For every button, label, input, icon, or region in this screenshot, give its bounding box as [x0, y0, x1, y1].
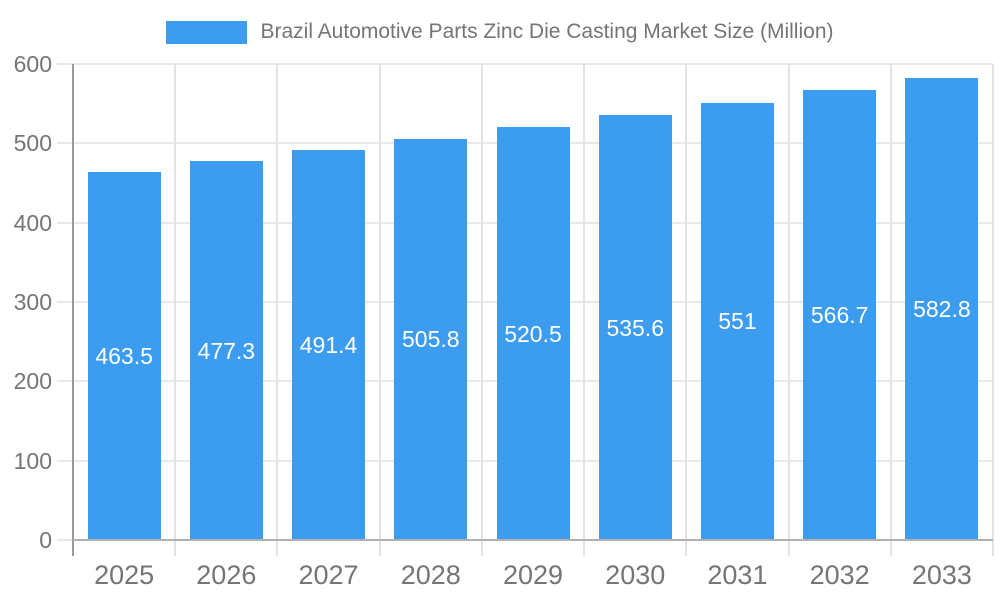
x-gridline	[685, 64, 688, 540]
x-axis-label: 2027	[298, 560, 359, 590]
bar[interactable]	[598, 115, 672, 540]
x-axis-line	[73, 539, 993, 541]
x-axis-label: 2026	[196, 560, 257, 590]
x-axis-label: 2030	[605, 560, 666, 590]
x-gridline	[992, 64, 994, 540]
x-tick	[480, 540, 483, 556]
y-tick	[57, 380, 73, 383]
x-tick	[378, 540, 381, 556]
bar-value-label: 551	[718, 308, 757, 335]
x-gridline	[787, 64, 790, 540]
y-axis-label: 100	[13, 447, 52, 474]
x-tick	[174, 540, 177, 556]
x-axis-label: 2025	[94, 560, 155, 590]
x-gridline	[583, 64, 586, 540]
x-gridline	[174, 64, 177, 540]
y-axis-label: 600	[13, 51, 52, 77]
bar-value-label: 463.5	[95, 343, 153, 370]
bar[interactable]	[700, 102, 774, 540]
y-tick	[57, 63, 73, 65]
x-gridline	[889, 64, 892, 540]
y-axis-label: 500	[13, 130, 52, 157]
x-axis-label: 2032	[809, 560, 870, 590]
bar[interactable]	[292, 150, 366, 540]
bar[interactable]	[189, 161, 263, 540]
x-tick	[583, 540, 586, 556]
bar-value-label: 491.4	[299, 332, 358, 359]
bar[interactable]	[87, 172, 161, 540]
y-gridline	[73, 63, 993, 65]
y-axis-label: 200	[13, 368, 52, 395]
bar[interactable]	[905, 77, 979, 540]
bar[interactable]	[496, 127, 570, 540]
x-gridline	[276, 64, 279, 540]
y-tick	[57, 459, 73, 462]
x-axis-label: 2028	[400, 560, 461, 590]
y-axis-label: 300	[13, 289, 52, 315]
x-axis-label: 2033	[911, 560, 972, 590]
legend-label: Brazil Automotive Parts Zinc Die Casting…	[260, 20, 834, 43]
bar-value-label: 566.7	[810, 302, 869, 329]
bar[interactable]	[394, 138, 468, 540]
y-tick	[57, 301, 73, 303]
bar[interactable]	[803, 90, 877, 540]
x-gridline	[480, 64, 483, 540]
y-axis-label: 0	[39, 527, 52, 553]
x-tick	[787, 540, 790, 556]
bar-value-label: 505.8	[401, 326, 460, 353]
x-tick	[889, 540, 892, 556]
x-tick	[685, 540, 688, 556]
bar-value-label: 520.5	[504, 320, 562, 347]
x-tick	[992, 540, 994, 556]
x-gridline	[378, 64, 381, 540]
y-tick	[57, 539, 73, 541]
y-axis-line	[72, 64, 74, 556]
y-tick	[57, 221, 73, 224]
x-axis-label: 2029	[502, 560, 564, 590]
bar-value-label: 477.3	[197, 337, 256, 364]
legend-swatch	[166, 20, 248, 44]
bar-value-label: 535.6	[606, 314, 664, 341]
x-axis-label: 2031	[707, 560, 768, 590]
x-tick	[276, 540, 279, 556]
y-axis-label: 400	[13, 209, 52, 236]
legend[interactable]: Brazil Automotive Parts Zinc Die Casting…	[0, 20, 1000, 44]
y-tick	[57, 142, 73, 145]
bar-value-label: 582.8	[913, 295, 971, 322]
